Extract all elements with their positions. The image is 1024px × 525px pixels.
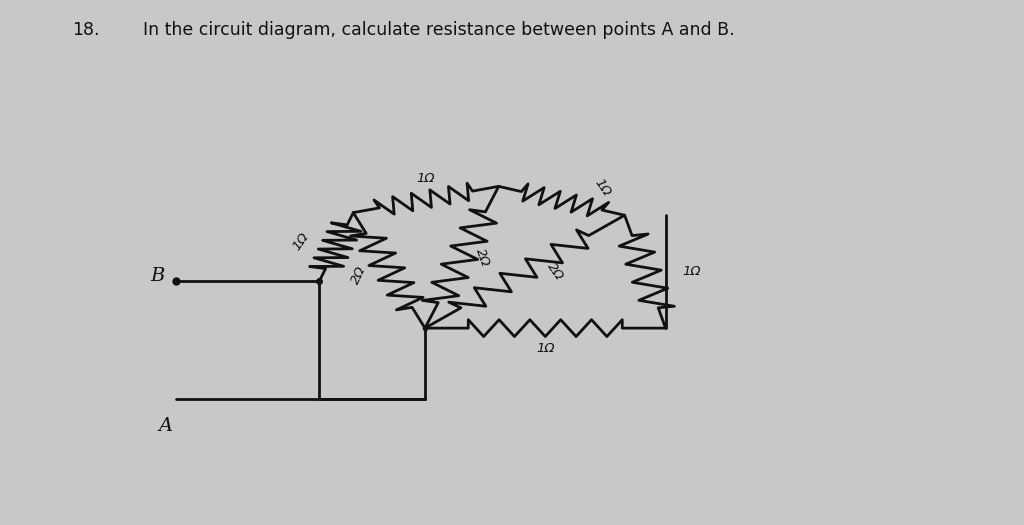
Text: 2Ω: 2Ω xyxy=(348,265,369,287)
Text: 18.: 18. xyxy=(72,21,99,39)
Text: A: A xyxy=(159,417,173,435)
Text: 1Ω: 1Ω xyxy=(290,230,311,253)
Text: 1Ω: 1Ω xyxy=(592,176,613,199)
Text: In the circuit diagram, calculate resistance between points A and B.: In the circuit diagram, calculate resist… xyxy=(143,21,735,39)
Text: 2Ω: 2Ω xyxy=(545,260,566,283)
Text: 1Ω: 1Ω xyxy=(682,265,700,278)
Text: 1Ω: 1Ω xyxy=(417,172,435,185)
Text: 2Ω: 2Ω xyxy=(473,246,492,268)
Text: B: B xyxy=(151,267,165,285)
Text: 1Ω: 1Ω xyxy=(536,342,555,354)
